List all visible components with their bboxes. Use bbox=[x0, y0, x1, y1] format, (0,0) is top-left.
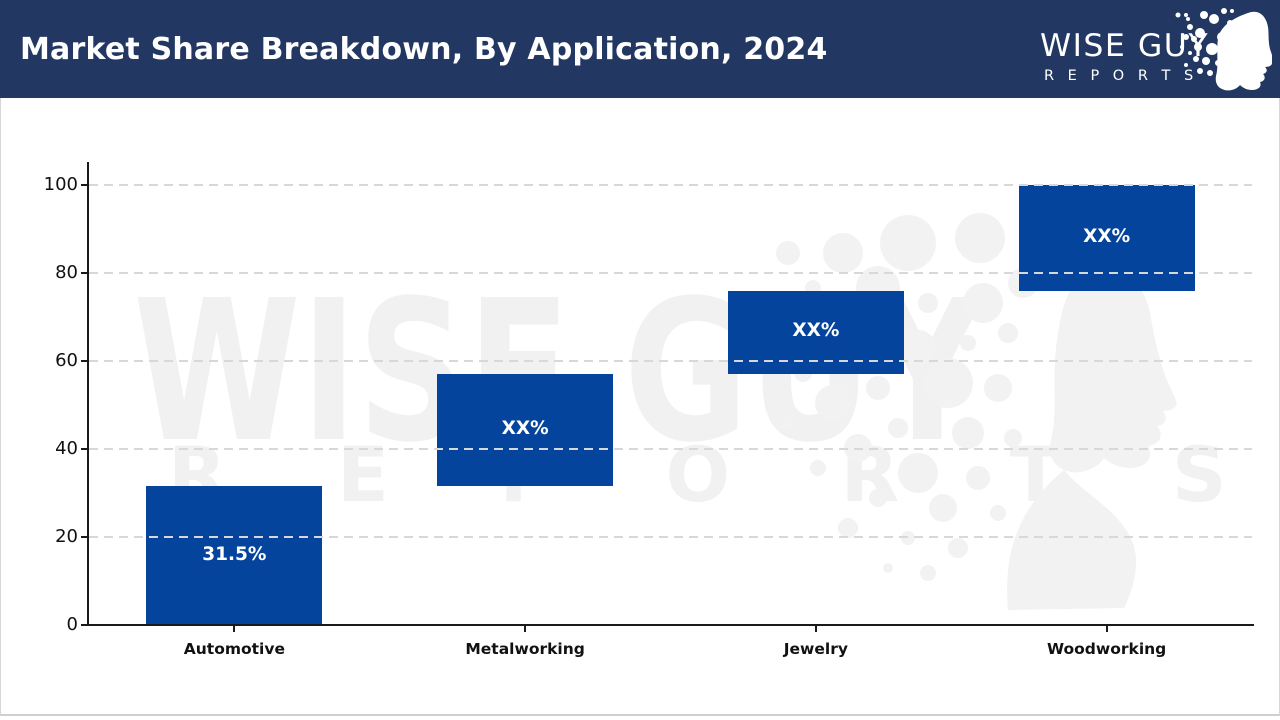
gridline-40 bbox=[89, 448, 1252, 450]
watermark-neck-shape bbox=[1007, 470, 1137, 610]
logo-subtext: R E P O R T S bbox=[1044, 68, 1198, 84]
logo-face-profile-icon bbox=[1215, 11, 1272, 91]
x-tick-automotive bbox=[233, 626, 236, 632]
logo-wordmark: WISE GUY bbox=[1040, 28, 1209, 64]
x-tick-metalworking bbox=[524, 626, 527, 632]
page-title: Market Share Breakdown, By Application, … bbox=[20, 31, 828, 67]
y-tick-label-20: 20 bbox=[55, 526, 78, 547]
y-tick-label-60: 60 bbox=[55, 350, 78, 371]
y-tick-80 bbox=[81, 272, 88, 274]
watermark-face-profile bbox=[1050, 268, 1177, 473]
bar-label-automotive: 31.5% bbox=[202, 543, 267, 565]
x-tick-jewelry bbox=[814, 626, 817, 632]
y-tick-label-100: 100 bbox=[43, 174, 78, 195]
gridline-20 bbox=[89, 536, 1252, 538]
y-tick-0 bbox=[81, 624, 88, 626]
x-tick-woodworking bbox=[1105, 626, 1108, 632]
y-tick-label-0: 0 bbox=[66, 614, 78, 635]
bar-label-metalworking: XX% bbox=[501, 418, 549, 440]
x-axis-label-jewelry: Jewelry bbox=[783, 640, 848, 658]
x-axis-label-woodworking: Woodworking bbox=[1046, 640, 1167, 658]
y-tick-100 bbox=[81, 184, 88, 186]
bar-automotive bbox=[146, 486, 323, 625]
y-tick-label-80: 80 bbox=[55, 262, 78, 283]
bar-label-woodworking: XX% bbox=[1083, 225, 1131, 247]
x-axis-line bbox=[87, 624, 1254, 626]
x-axis-label-automotive: Automotive bbox=[183, 640, 285, 658]
y-tick-40 bbox=[81, 448, 88, 450]
x-axis-label-metalworking: Metalworking bbox=[465, 640, 585, 658]
gridline-100 bbox=[89, 184, 1252, 186]
y-tick-label-40: 40 bbox=[55, 438, 78, 459]
y-tick-20 bbox=[81, 536, 88, 538]
bar-label-jewelry: XX% bbox=[792, 320, 840, 342]
gridline-60 bbox=[89, 360, 1252, 362]
wise-guy-reports-logo: WISE GUY R E P O R T S bbox=[1040, 8, 1272, 91]
y-axis-line bbox=[87, 162, 89, 626]
bar-metalworking bbox=[437, 374, 614, 487]
gridline-80 bbox=[89, 272, 1252, 274]
header-bar: Market Share Breakdown, By Application, … bbox=[0, 0, 1280, 98]
y-tick-60 bbox=[81, 360, 88, 362]
